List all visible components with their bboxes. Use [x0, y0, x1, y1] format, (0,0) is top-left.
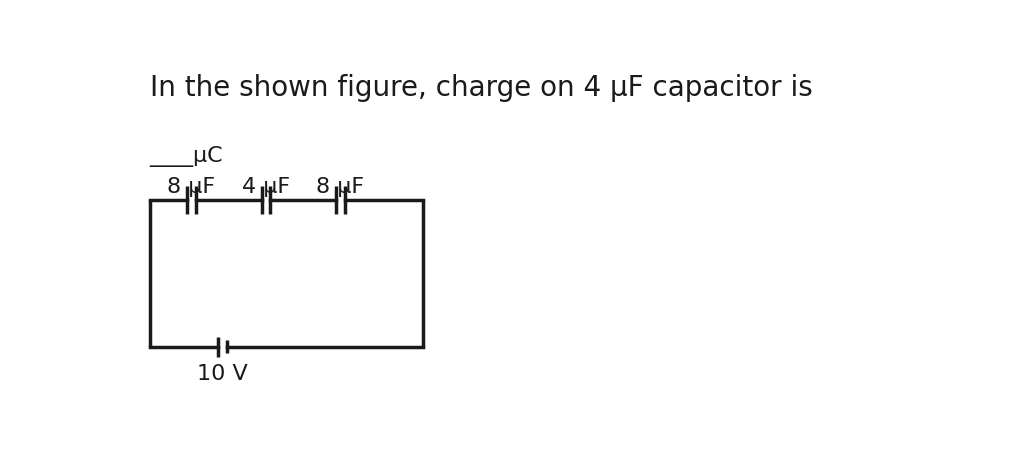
Text: In the shown figure, charge on 4 μF capacitor is: In the shown figure, charge on 4 μF capa…: [150, 74, 812, 102]
Text: 10 V: 10 V: [198, 364, 248, 384]
Text: ____μC: ____μC: [150, 146, 223, 167]
Text: 8 μF: 8 μF: [168, 177, 216, 197]
Text: 4 μF: 4 μF: [242, 177, 290, 197]
Text: 8 μF: 8 μF: [316, 177, 365, 197]
